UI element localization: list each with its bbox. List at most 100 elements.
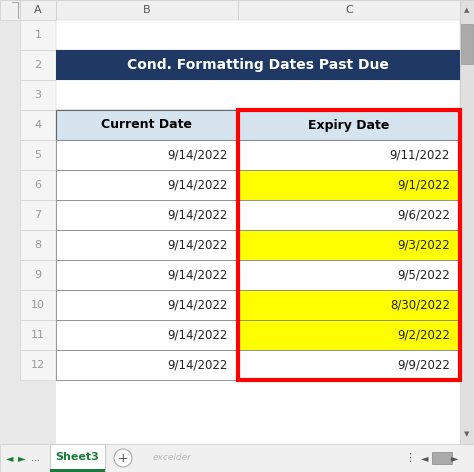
Bar bbox=[0, 444, 474, 472]
Text: 9/5/2022: 9/5/2022 bbox=[397, 269, 450, 281]
Bar bbox=[56, 0, 238, 20]
Text: 9/3/2022: 9/3/2022 bbox=[397, 238, 450, 252]
Bar bbox=[50, 444, 105, 472]
Text: ⋮: ⋮ bbox=[404, 453, 416, 463]
Text: 9/6/2022: 9/6/2022 bbox=[397, 209, 450, 221]
Bar bbox=[20, 260, 56, 290]
Bar bbox=[238, 260, 460, 290]
Text: 4: 4 bbox=[35, 120, 42, 130]
Bar bbox=[56, 260, 460, 290]
Text: Expiry Date: Expiry Date bbox=[308, 118, 390, 132]
Bar bbox=[56, 140, 460, 170]
Text: 9: 9 bbox=[35, 270, 42, 280]
Text: 6: 6 bbox=[35, 180, 42, 190]
Bar bbox=[0, 0, 20, 20]
Text: 8: 8 bbox=[35, 240, 42, 250]
Text: 11: 11 bbox=[31, 330, 45, 340]
Text: B: B bbox=[143, 5, 151, 15]
Bar bbox=[20, 230, 56, 260]
Bar bbox=[56, 80, 460, 110]
Bar bbox=[238, 200, 460, 230]
Bar bbox=[56, 50, 460, 80]
Bar bbox=[56, 20, 460, 444]
Text: 12: 12 bbox=[31, 360, 45, 370]
Bar bbox=[56, 170, 238, 200]
Bar bbox=[20, 140, 56, 170]
Text: 9/14/2022: 9/14/2022 bbox=[168, 269, 228, 281]
Bar bbox=[238, 170, 460, 200]
Text: 5: 5 bbox=[35, 150, 42, 160]
Bar bbox=[56, 200, 238, 230]
Bar bbox=[56, 290, 460, 320]
Bar bbox=[56, 200, 460, 230]
Bar bbox=[20, 320, 56, 350]
Bar bbox=[56, 290, 238, 320]
Bar bbox=[461, 24, 473, 64]
Bar bbox=[50, 469, 105, 472]
Bar bbox=[56, 320, 460, 350]
Bar bbox=[20, 20, 56, 50]
Text: 9/1/2022: 9/1/2022 bbox=[397, 178, 450, 192]
Bar bbox=[238, 110, 460, 140]
Bar bbox=[56, 110, 238, 140]
Bar bbox=[432, 452, 452, 464]
Bar bbox=[56, 320, 238, 350]
Text: ◄: ◄ bbox=[421, 453, 429, 463]
Text: excelder: excelder bbox=[153, 454, 192, 463]
Bar bbox=[238, 320, 460, 350]
Text: C: C bbox=[345, 5, 353, 15]
Text: 9/2/2022: 9/2/2022 bbox=[397, 329, 450, 342]
Text: +: + bbox=[118, 452, 128, 464]
Text: 9/9/2022: 9/9/2022 bbox=[397, 359, 450, 371]
Bar bbox=[238, 350, 460, 380]
Circle shape bbox=[114, 449, 132, 467]
Text: 9/11/2022: 9/11/2022 bbox=[390, 149, 450, 161]
Bar bbox=[56, 350, 238, 380]
Bar bbox=[238, 230, 460, 260]
Bar bbox=[56, 260, 238, 290]
Bar bbox=[460, 0, 474, 444]
Bar bbox=[56, 350, 460, 380]
Bar bbox=[20, 200, 56, 230]
Bar bbox=[238, 0, 460, 20]
Bar bbox=[20, 80, 56, 110]
Text: ►: ► bbox=[18, 453, 26, 463]
Text: 8/30/2022: 8/30/2022 bbox=[390, 298, 450, 312]
Text: A: A bbox=[34, 5, 42, 15]
Text: 3: 3 bbox=[35, 90, 42, 100]
Text: 9/14/2022: 9/14/2022 bbox=[168, 209, 228, 221]
Bar bbox=[56, 50, 460, 80]
Text: 10: 10 bbox=[31, 300, 45, 310]
Text: 1: 1 bbox=[35, 30, 42, 40]
Bar bbox=[238, 290, 460, 320]
Bar bbox=[56, 170, 460, 200]
Bar bbox=[20, 0, 56, 20]
Bar bbox=[56, 140, 238, 170]
Text: 2: 2 bbox=[35, 60, 42, 70]
Text: 9/14/2022: 9/14/2022 bbox=[168, 178, 228, 192]
Bar bbox=[20, 350, 56, 380]
Text: 9/14/2022: 9/14/2022 bbox=[168, 149, 228, 161]
Text: ◄: ◄ bbox=[6, 453, 14, 463]
Bar bbox=[238, 140, 460, 170]
Bar bbox=[20, 110, 56, 140]
Text: 9/14/2022: 9/14/2022 bbox=[168, 359, 228, 371]
Text: ▼: ▼ bbox=[465, 431, 470, 437]
Text: 7: 7 bbox=[35, 210, 42, 220]
Bar bbox=[20, 170, 56, 200]
Text: 9/14/2022: 9/14/2022 bbox=[168, 238, 228, 252]
Text: ►: ► bbox=[451, 453, 459, 463]
Text: ...: ... bbox=[31, 453, 40, 463]
Text: 9/14/2022: 9/14/2022 bbox=[168, 298, 228, 312]
Text: 9/14/2022: 9/14/2022 bbox=[168, 329, 228, 342]
Bar bbox=[20, 290, 56, 320]
Bar bbox=[238, 110, 460, 380]
Text: Current Date: Current Date bbox=[101, 118, 192, 132]
Bar bbox=[20, 50, 56, 80]
Text: ▲: ▲ bbox=[465, 7, 470, 13]
Text: Sheet3: Sheet3 bbox=[55, 452, 100, 462]
Bar bbox=[56, 20, 460, 50]
Bar bbox=[56, 230, 238, 260]
Bar bbox=[56, 230, 460, 260]
Text: Cond. Formatting Dates Past Due: Cond. Formatting Dates Past Due bbox=[127, 58, 389, 72]
